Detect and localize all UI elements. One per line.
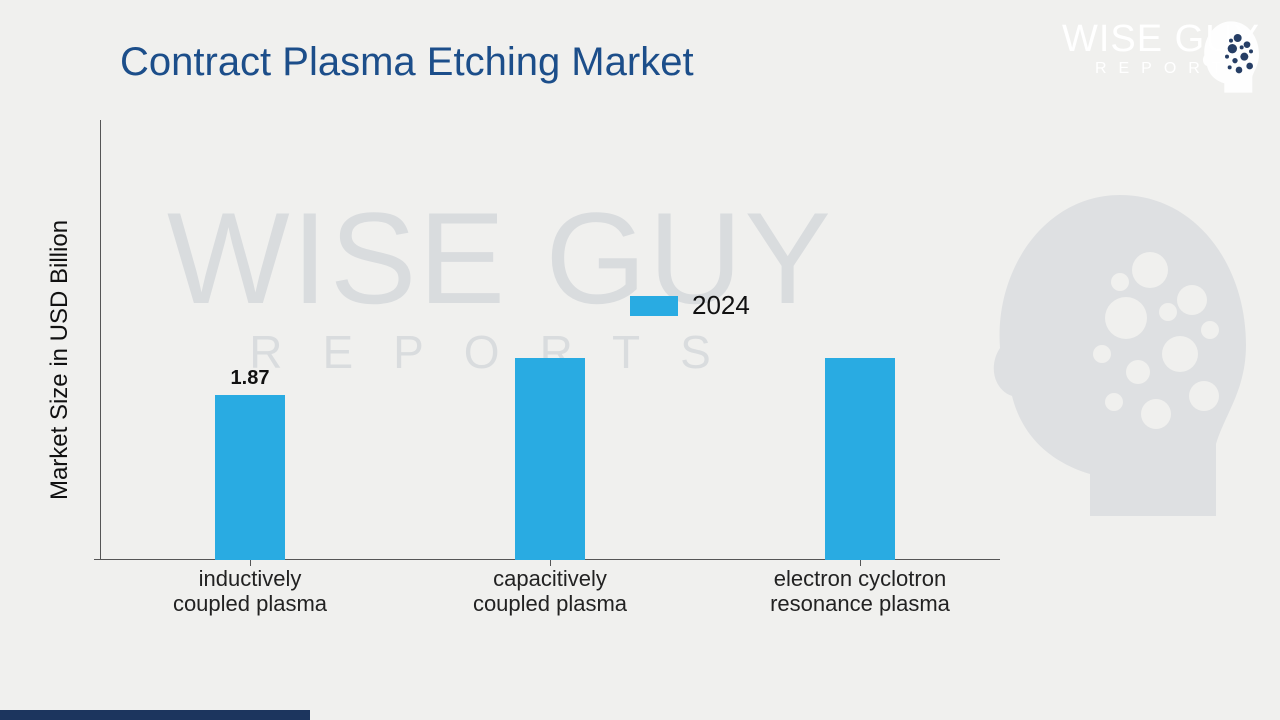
bar [825,358,895,560]
bar: 1.87 [215,395,285,560]
category-label: inductively coupled plasma [160,566,340,617]
watermark-head-icon [970,180,1270,540]
footer-accent-bar [0,710,310,720]
bar [515,358,585,560]
legend-swatch [630,296,678,316]
category-label: electron cyclotron resonance plasma [770,566,950,617]
x-category-labels: inductively coupled plasma capacitively c… [100,560,1000,700]
y-axis-label: Market Size in USD Billion [46,220,74,500]
chart-title: Contract Plasma Etching Market [120,40,694,85]
bar-value-label: 1.87 [215,367,285,390]
category-label: capacitively coupled plasma [460,566,640,617]
y-axis [100,120,101,560]
legend: 2024 [630,290,750,321]
legend-label: 2024 [692,290,750,321]
plot-area: 1.87 [100,120,1000,560]
stage: WISE GUY REPORTS WISE GUY REPORTS Contra… [0,0,1280,720]
brand-head-icon [1196,18,1266,98]
brand-logo: WISE GUY REPORTS [980,20,1260,78]
